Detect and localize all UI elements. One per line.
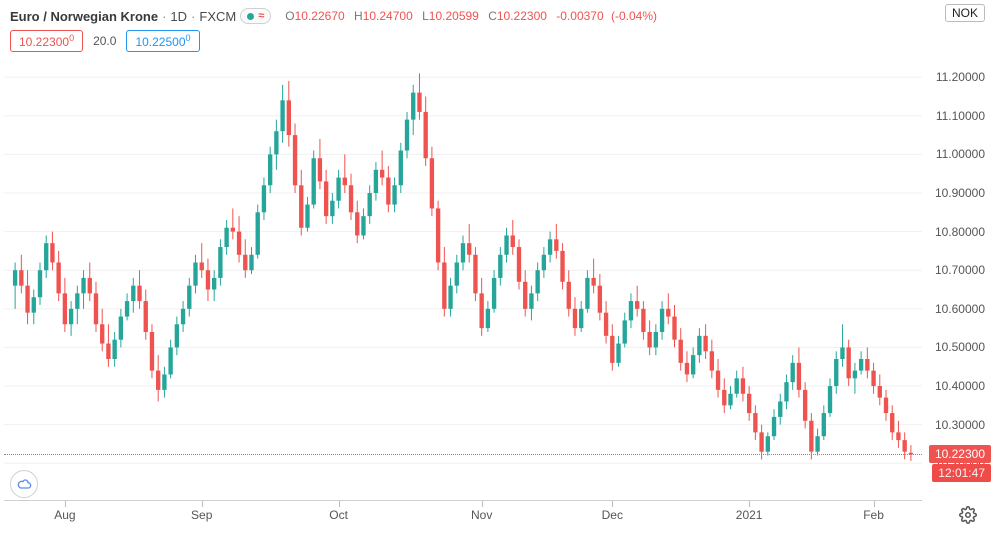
y-tick-label: 10.60000 <box>935 302 985 316</box>
current-price-flag: 10.22300 <box>929 445 991 463</box>
ohlc-high: 10.24700 <box>363 9 413 23</box>
price-axis[interactable]: 10.2000010.3000010.4000010.5000010.60000… <box>922 54 993 498</box>
ohlc-change: -0.00370 <box>556 9 603 23</box>
source-label: FXCM <box>199 9 236 24</box>
x-tick-label: Sep <box>191 508 212 522</box>
ohlc-readout: O10.22670 H10.24700 L10.20599 C10.22300 … <box>279 9 657 23</box>
spread-value: 20.0 <box>93 34 116 48</box>
camera-cloud-icon <box>16 476 32 492</box>
currency-toggle[interactable]: NOK <box>945 4 985 22</box>
countdown-flag: 12:01:47 <box>932 464 991 482</box>
bid-ask-row: 10.223000 20.0 10.225000 <box>10 30 200 52</box>
ohlc-open: 10.22670 <box>295 9 345 23</box>
x-tick <box>482 501 483 507</box>
y-tick-label: 10.30000 <box>935 418 985 432</box>
settings-button[interactable] <box>959 506 979 526</box>
x-tick-label: Oct <box>329 508 348 522</box>
chart-header: Euro / Norwegian Krone · 1D · FXCM ≈ O10… <box>10 6 983 26</box>
ohlc-change-pct: (-0.04%) <box>611 9 657 23</box>
y-tick-label: 10.70000 <box>935 263 985 277</box>
y-tick-label: 11.10000 <box>936 109 985 123</box>
separator: · <box>191 9 195 24</box>
y-tick-label: 10.90000 <box>935 186 985 200</box>
y-tick-label: 10.80000 <box>935 225 985 239</box>
bid-box[interactable]: 10.223000 <box>10 30 83 52</box>
style-pill[interactable]: ≈ <box>240 8 271 24</box>
ask-box[interactable]: 10.225000 <box>126 30 199 52</box>
y-tick-label: 10.50000 <box>935 340 985 354</box>
candlestick-chart[interactable] <box>4 54 922 498</box>
y-tick-label: 11.00000 <box>936 147 985 161</box>
interval-label[interactable]: 1D <box>170 9 187 24</box>
x-tick <box>65 501 66 507</box>
ohlc-close: 10.22300 <box>497 9 547 23</box>
gear-icon <box>959 506 977 524</box>
x-tick <box>874 501 875 507</box>
symbol-title[interactable]: Euro / Norwegian Krone <box>10 9 158 24</box>
x-tick-label: Feb <box>863 508 884 522</box>
time-axis[interactable]: Aug Sep Oct Nov Dec 2021 Feb <box>4 500 922 528</box>
snapshot-button[interactable] <box>10 470 38 498</box>
dot-candle-icon <box>247 13 254 20</box>
x-tick <box>612 501 613 507</box>
compare-icon: ≈ <box>258 10 264 22</box>
x-tick <box>202 501 203 507</box>
current-price-line <box>4 454 922 455</box>
x-tick <box>749 501 750 507</box>
x-tick-label: Nov <box>471 508 492 522</box>
x-tick-label: 2021 <box>736 508 763 522</box>
chart-pane[interactable] <box>4 54 922 498</box>
x-tick-label: Aug <box>54 508 75 522</box>
x-tick-label: Dec <box>602 508 623 522</box>
ohlc-low: 10.20599 <box>429 9 479 23</box>
y-tick-label: 11.20000 <box>936 70 985 84</box>
separator: · <box>162 9 166 24</box>
x-tick <box>339 501 340 507</box>
y-tick-label: 10.40000 <box>935 379 985 393</box>
